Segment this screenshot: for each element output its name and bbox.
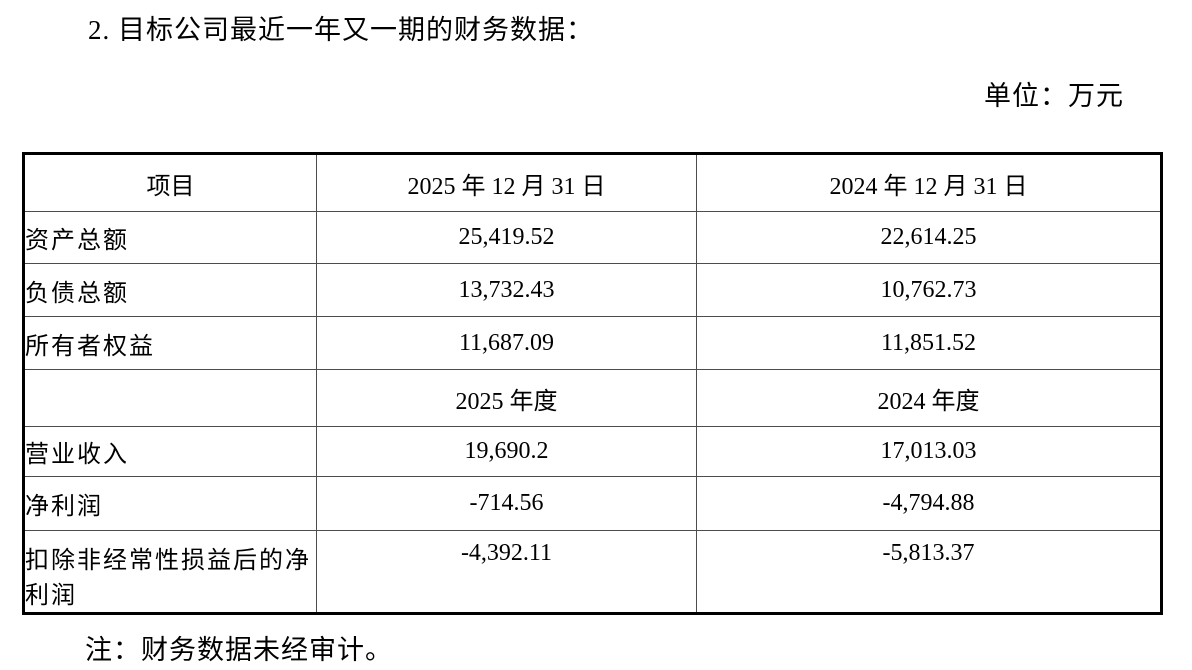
page-title: 2. 目标公司最近一年又一期的财务数据：	[88, 15, 594, 45]
row-item-label: 负债总额	[23, 263, 317, 317]
table-row-owners-equity: 所有者权益 11,687.09 11,851.52	[23, 316, 1162, 370]
value-2025: 13,732.43	[316, 263, 697, 317]
value-2025: -714.56	[316, 476, 697, 531]
row-item-label: 营业收入	[23, 426, 317, 477]
value-2025: 11,687.09	[316, 316, 697, 370]
row-item-label: 所有者权益	[23, 316, 317, 370]
value-2024: 11,851.52	[696, 316, 1162, 370]
value-2024: 22,614.25	[696, 211, 1162, 264]
value-2025: 25,419.52	[316, 211, 697, 264]
value-2024: 10,762.73	[696, 263, 1162, 317]
value-2024: 17,013.03	[696, 426, 1162, 477]
subheader-empty-cell	[23, 369, 317, 427]
table-row-net-profit: 净利润 -714.56 -4,794.88	[23, 476, 1162, 531]
table-row-operating-revenue: 营业收入 19,690.2 17,013.03	[23, 426, 1162, 477]
subheader-year-2024-bold: 2024 年	[877, 388, 956, 415]
financial-data-table: 项目 2025 年 12 月 31 日 2024 年 12 月 31 日 资产总…	[22, 152, 1163, 615]
header-date-2024: 2024 年 12 月 31 日	[696, 153, 1162, 212]
table-row-total-assets: 资产总额 25,419.52 22,614.25	[23, 211, 1162, 264]
row-item-label: 净利润	[23, 476, 317, 531]
table-row-net-profit-excl-nonrecurring: 扣除非经常性损益后的净利润 -4,392.11 -5,813.37	[23, 530, 1162, 614]
footnote: 注：财务数据未经审计。	[85, 635, 393, 665]
table-header-row: 项目 2025 年 12 月 31 日 2024 年 12 月 31 日	[23, 153, 1162, 212]
table-row-total-liabilities: 负债总额 13,732.43 10,762.73	[23, 263, 1162, 317]
subheader-year-2025: 2025 年度	[316, 369, 697, 427]
subheader-year-2024-light: 度	[955, 388, 980, 415]
unit-label: 单位：万元	[984, 81, 1124, 111]
value-2025: 19,690.2	[316, 426, 697, 477]
row-item-label: 扣除非经常性损益后的净利润	[23, 530, 317, 614]
table-subheader-row-periods: 2025 年度 2024 年度	[23, 369, 1162, 427]
row-item-label: 资产总额	[23, 211, 317, 264]
value-2024: -4,794.88	[696, 476, 1162, 531]
value-2025: -4,392.11	[316, 530, 697, 614]
header-date-2025: 2025 年 12 月 31 日	[316, 153, 697, 212]
header-item: 项目	[23, 153, 317, 212]
value-2024: -5,813.37	[696, 530, 1162, 614]
subheader-year-2024: 2024 年度	[696, 369, 1162, 427]
